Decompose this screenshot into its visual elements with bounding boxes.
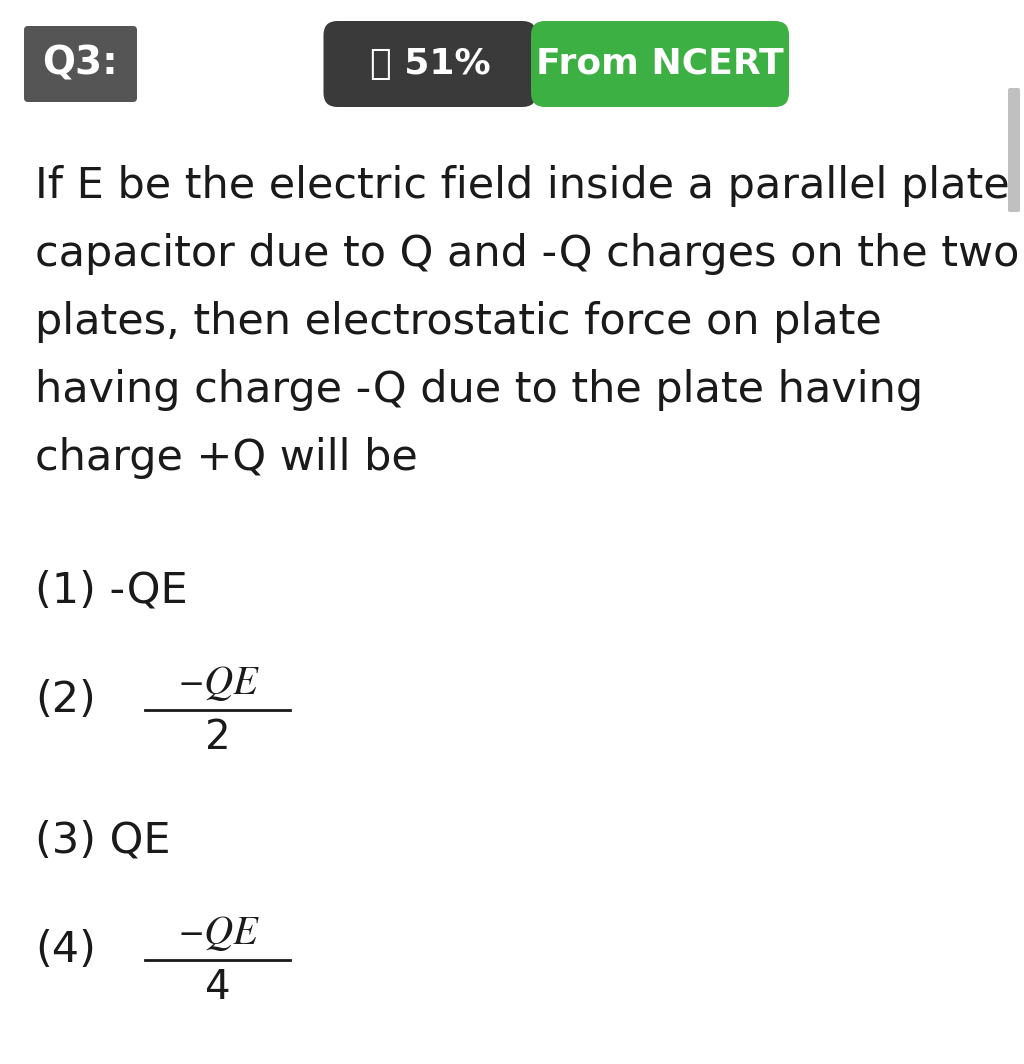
Text: (2): (2) bbox=[35, 679, 96, 721]
Text: (1) -QE: (1) -QE bbox=[35, 570, 187, 612]
Text: 4: 4 bbox=[205, 968, 230, 1008]
FancyBboxPatch shape bbox=[324, 21, 537, 107]
Text: −QE: −QE bbox=[177, 666, 258, 702]
Text: 👍 51%: 👍 51% bbox=[370, 47, 490, 81]
Text: capacitor due to Q and -Q charges on the two: capacitor due to Q and -Q charges on the… bbox=[35, 233, 1019, 275]
Text: If E be the electric field inside a parallel plate: If E be the electric field inside a para… bbox=[35, 165, 1010, 207]
Text: From NCERT: From NCERT bbox=[537, 47, 784, 81]
FancyBboxPatch shape bbox=[531, 21, 790, 107]
Text: (4): (4) bbox=[35, 929, 96, 971]
Text: having charge -Q due to the plate having: having charge -Q due to the plate having bbox=[35, 369, 923, 411]
FancyBboxPatch shape bbox=[24, 26, 137, 102]
Text: charge +Q will be: charge +Q will be bbox=[35, 437, 418, 479]
FancyBboxPatch shape bbox=[1008, 88, 1020, 212]
Text: 2: 2 bbox=[205, 718, 230, 758]
Text: (3) QE: (3) QE bbox=[35, 820, 171, 862]
Text: Q3:: Q3: bbox=[43, 45, 119, 83]
Text: −QE: −QE bbox=[177, 916, 258, 952]
Text: plates, then electrostatic force on plate: plates, then electrostatic force on plat… bbox=[35, 301, 882, 343]
